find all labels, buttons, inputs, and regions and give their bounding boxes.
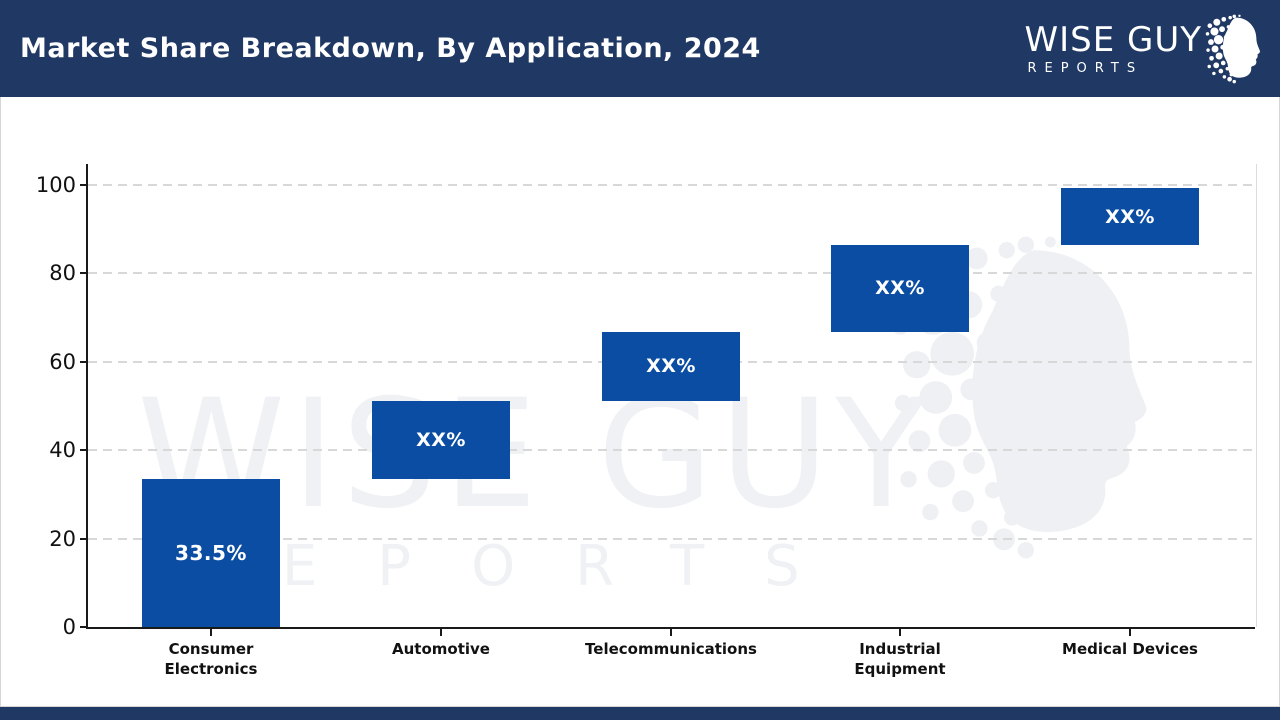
x-axis-line	[86, 627, 1255, 629]
y-tick	[80, 626, 87, 628]
y-axis-line	[86, 164, 88, 629]
y-tick-label: 0	[62, 615, 76, 639]
y-tick	[80, 272, 87, 275]
y-tick-label: 100	[35, 173, 76, 197]
grid-line	[88, 537, 1253, 540]
grid-line	[88, 272, 1253, 275]
x-tick	[670, 629, 672, 636]
x-category-label: Telecommunications	[585, 640, 757, 658]
y-tick-label: 20	[49, 526, 76, 551]
y-tick	[80, 449, 87, 452]
bar: XX%	[602, 331, 740, 401]
bar: XX%	[372, 400, 510, 479]
grid-line	[88, 449, 1253, 452]
y-tick-label: 60	[49, 349, 76, 374]
bar: XX%	[831, 245, 969, 332]
logo-wordmark: WISE GUY	[1024, 20, 1202, 60]
y-tick-label: 40	[49, 438, 76, 463]
right-spine	[1256, 164, 1257, 627]
bar-value-label: XX%	[1105, 205, 1155, 228]
bar-value-label: XX%	[646, 355, 696, 378]
x-category-label: Automotive	[392, 640, 490, 658]
bar-value-label: XX%	[416, 428, 466, 451]
x-tick	[1129, 629, 1131, 636]
chart-title: Market Share Breakdown, By Application, …	[20, 33, 761, 64]
bar-value-label: XX%	[875, 277, 925, 300]
x-category-label: Industrial Equipment	[854, 640, 946, 678]
bar: 33.5%	[142, 478, 280, 627]
logo-face-icon	[1204, 7, 1268, 91]
watermark-subtext: REPORTS	[183, 534, 860, 599]
y-tick	[80, 360, 87, 363]
x-tick	[210, 629, 212, 636]
x-tick	[440, 629, 442, 636]
brand-logo-text: WISE GUY REPORTS	[1024, 22, 1202, 76]
header-bar: Market Share Breakdown, By Application, …	[0, 0, 1280, 97]
logo-subtext: REPORTS	[1027, 61, 1144, 76]
bar-value-label: 33.5%	[175, 540, 247, 565]
bar: XX%	[1061, 188, 1199, 246]
y-tick	[80, 184, 87, 186]
brand-logo: WISE GUY REPORTS	[1024, 5, 1268, 93]
x-category-label: Consumer Electronics	[164, 640, 258, 678]
y-tick-label: 80	[49, 261, 76, 286]
x-category-label: Medical Devices	[1062, 640, 1198, 658]
footer-bar	[0, 707, 1280, 720]
x-tick	[899, 629, 901, 636]
y-tick	[80, 537, 87, 540]
grid-line	[88, 184, 1253, 186]
